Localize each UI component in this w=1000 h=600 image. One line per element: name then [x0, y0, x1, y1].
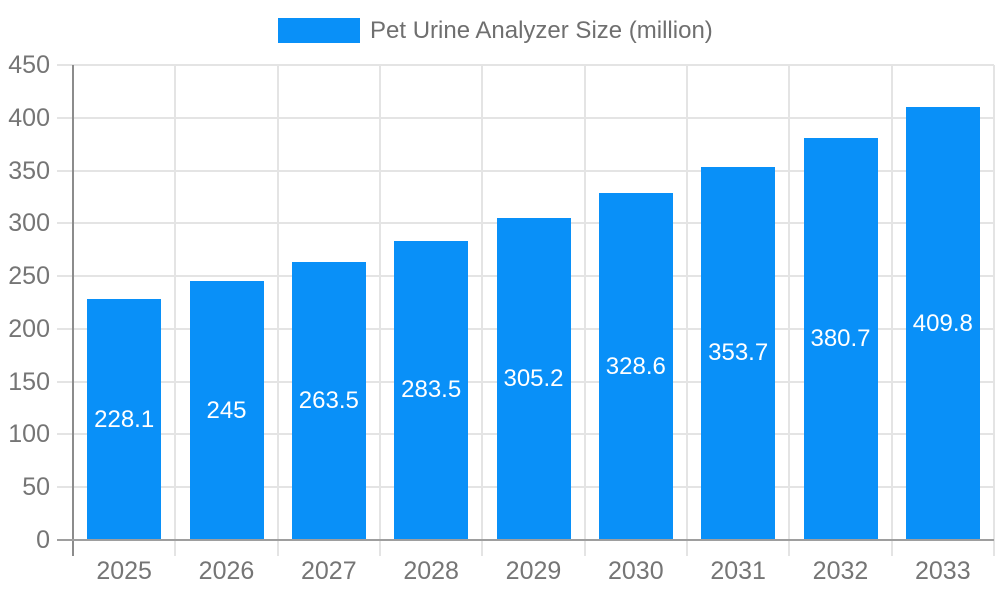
- bar[interactable]: [87, 299, 162, 539]
- bar[interactable]: [189, 281, 264, 539]
- h-gridline: [57, 169, 994, 172]
- legend-label[interactable]: Pet Urine Analyzer Size (million): [370, 17, 713, 44]
- v-gridline: [686, 65, 688, 556]
- bar-value-label: 328.6: [605, 352, 666, 380]
- bar[interactable]: [598, 193, 673, 539]
- x-axis-tick-label: 2033: [915, 557, 971, 585]
- y-axis-tick-label: 100: [8, 420, 50, 449]
- bar-value-label: 228.1: [94, 405, 155, 433]
- v-gridline: [174, 65, 177, 556]
- bar[interactable]: [905, 107, 980, 539]
- v-gridline: [788, 65, 791, 556]
- legend-swatch[interactable]: [278, 18, 360, 43]
- y-axis-tick-label: 150: [8, 367, 50, 396]
- x-axis-tick-label: 2031: [710, 557, 766, 585]
- legend: Pet Urine Analyzer Size (million): [0, 0, 1000, 56]
- x-axis-tick-label: 2029: [505, 557, 562, 585]
- bar-value-label: 353.7: [708, 339, 769, 367]
- bar-value-label: 380.7: [810, 325, 871, 353]
- x-axis-tick-label: 2030: [608, 557, 664, 585]
- h-gridline: [57, 64, 994, 66]
- y-axis-tick-label: 400: [8, 103, 50, 132]
- x-axis-tick-label: 2027: [301, 557, 357, 585]
- bar-value-label: 283.5: [401, 376, 462, 404]
- x-axis-tick-label: 2025: [96, 557, 152, 585]
- y-axis-tick-label: 450: [8, 51, 50, 79]
- bar[interactable]: [291, 261, 366, 539]
- h-gridline: [57, 116, 994, 119]
- x-axis-line: [57, 539, 994, 541]
- bar[interactable]: [394, 240, 469, 539]
- y-axis-tick-label: 350: [8, 156, 50, 185]
- x-axis-tick-label: 2032: [812, 557, 869, 585]
- v-gridline: [583, 65, 586, 556]
- v-gridline: [481, 65, 484, 556]
- v-gridline: [890, 65, 893, 556]
- v-gridline: [276, 65, 279, 556]
- y-axis-line: [72, 65, 74, 556]
- y-axis-tick-label: 250: [8, 262, 50, 291]
- v-gridline: [379, 65, 381, 556]
- bar[interactable]: [701, 166, 776, 539]
- bar-value-label: 263.5: [298, 386, 359, 414]
- y-axis-tick-label: 50: [22, 473, 50, 502]
- bar[interactable]: [496, 217, 571, 539]
- bar-value-label: 245: [206, 396, 247, 424]
- bar-value-label: 305.2: [503, 364, 564, 392]
- bar-value-label: 409.8: [912, 309, 973, 337]
- y-axis-tick-label: 300: [8, 209, 50, 238]
- y-axis-tick-label: 0: [36, 526, 50, 554]
- bar[interactable]: [803, 138, 878, 539]
- v-gridline: [993, 65, 995, 556]
- y-axis-tick-label: 200: [8, 314, 50, 343]
- x-axis-tick-label: 2026: [198, 557, 255, 585]
- x-axis-tick-label: 2028: [403, 557, 459, 585]
